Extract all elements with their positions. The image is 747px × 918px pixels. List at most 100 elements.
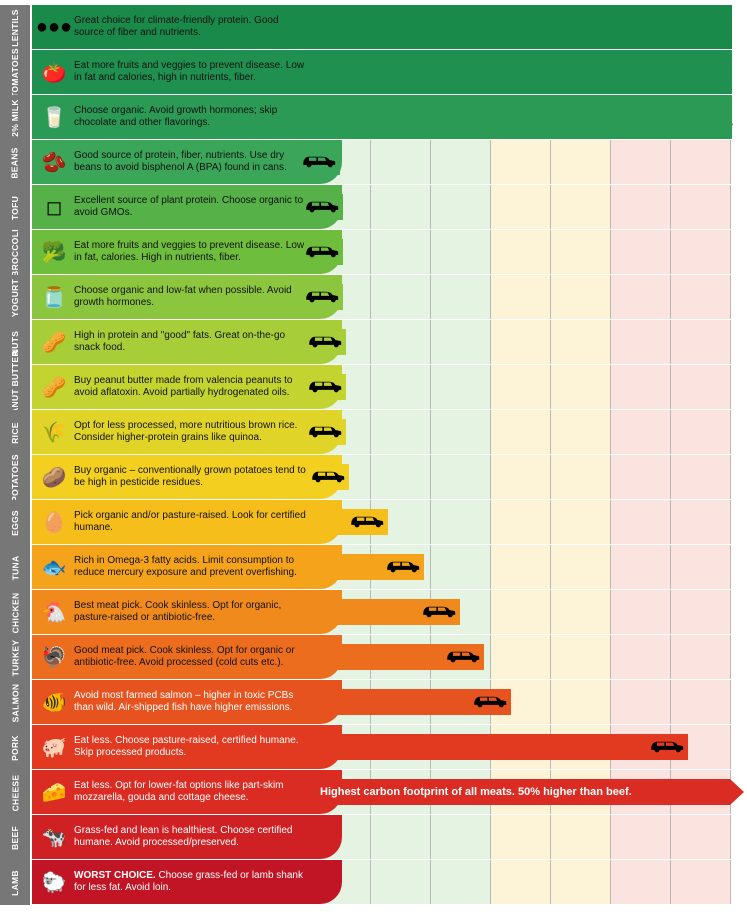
- food-rows: LENTILS ●●●Great choice for climate-frien…: [0, 5, 747, 905]
- food-label: RICE: [10, 422, 20, 444]
- food-row: TOMATOES🍅Eat more fruits and veggies to …: [0, 50, 747, 95]
- food-icon: 🐑: [38, 866, 70, 898]
- emissions-bar: [310, 284, 343, 310]
- food-icon: ◻: [38, 191, 70, 223]
- food-band: 🐔Best meat pick. Cook skinless. Opt for …: [32, 590, 342, 634]
- food-label: TOMATOES: [10, 48, 20, 98]
- food-label-tab: EGGS: [0, 500, 30, 545]
- food-band: ◻Excellent source of plant protein. Choo…: [32, 185, 342, 229]
- food-icon: 🌾: [38, 416, 70, 448]
- car-icon: [303, 240, 339, 265]
- food-band: 🧀Eat less. Opt for lower-fat options lik…: [32, 770, 342, 814]
- food-description: Avoid most farmed salmon – higher in tox…: [70, 690, 310, 714]
- food-row: TOFU ◻Excellent source of plant protein. …: [0, 185, 747, 230]
- car-icon: [306, 375, 342, 400]
- food-label-tab: CHEESE: [0, 770, 30, 815]
- food-label: YOGURT: [10, 278, 20, 316]
- food-band: 🥦Eat more fruits and veggies to prevent …: [32, 230, 342, 274]
- food-description: Rich in Omega-3 fatty acids. Limit consu…: [70, 555, 310, 579]
- food-icon: 🥔: [38, 461, 70, 493]
- food-description: Great choice for climate-friendly protei…: [70, 15, 310, 39]
- food-icon: 🧀: [38, 776, 70, 808]
- food-description: Pick organic and/or pasture-raised. Look…: [70, 510, 310, 534]
- food-band: 🫙Choose organic and low-fat when possibl…: [32, 275, 342, 319]
- food-icon: 🐄: [38, 821, 70, 853]
- food-icon: 🫘: [38, 146, 70, 178]
- food-description: Eat more fruits and veggies to prevent d…: [70, 240, 310, 264]
- food-band: 🥛Choose organic. Avoid growth hormones; …: [32, 95, 732, 139]
- car-icon: [303, 195, 339, 220]
- food-row: RICE 🌾Opt for less processed, more nutrit…: [0, 410, 747, 455]
- food-label: BEEF: [10, 826, 20, 850]
- food-label-tab: TOFU: [0, 185, 30, 230]
- food-label-tab: CHICKEN: [0, 590, 30, 635]
- emissions-bar: [310, 554, 424, 580]
- food-description: Opt for less processed, more nutritious …: [70, 420, 310, 444]
- car-icon: [303, 285, 339, 310]
- emissions-bar: [310, 149, 340, 175]
- food-icon: 🥚: [38, 506, 70, 538]
- emissions-bar: [310, 689, 511, 715]
- food-band: 🥔Buy organic – conventionally grown pota…: [32, 455, 342, 499]
- food-row: CHICKEN🐔Best meat pick. Cook skinless. O…: [0, 590, 747, 635]
- food-row: PORK🐖Eat less. Choose pasture-raised, ce…: [0, 725, 747, 770]
- food-label-tab: BEANS: [0, 140, 30, 185]
- emissions-bar: [310, 509, 388, 535]
- food-icon: 🦃: [38, 641, 70, 673]
- food-band: 🥜Buy peanut butter made from valencia pe…: [32, 365, 342, 409]
- food-band: 🌾Opt for less processed, more nutritious…: [32, 410, 342, 454]
- food-row: BEANS🫘Good source of protein, fiber, nut…: [0, 140, 747, 185]
- food-label: LENTILS: [10, 9, 20, 47]
- food-icon: 🥛: [38, 101, 70, 133]
- food-label-tab: TUNA: [0, 545, 30, 590]
- food-band: 🥚Pick organic and/or pasture-raised. Loo…: [32, 500, 342, 544]
- food-row: BROCCOLI🥦Eat more fruits and veggies to …: [0, 230, 747, 275]
- food-band: ●●●Great choice for climate-friendly pro…: [32, 5, 732, 49]
- food-label-tab: POTATOES: [0, 455, 30, 500]
- emissions-bar: [310, 644, 484, 670]
- car-icon: [300, 150, 336, 175]
- food-label: LAMB: [10, 870, 20, 896]
- food-icon: 🫙: [38, 281, 70, 313]
- food-row: 2% MILK 🥛Choose organic. Avoid growth hor…: [0, 95, 747, 140]
- food-row: EGGS🥚Pick organic and/or pasture-raised.…: [0, 500, 747, 545]
- food-description: High in protein and "good" fats. Great o…: [70, 330, 310, 354]
- emissions-bar: [310, 329, 346, 355]
- food-row: TUNA🐟Rich in Omega-3 fatty acids. Limit …: [0, 545, 747, 590]
- food-icon: 🐔: [38, 596, 70, 628]
- food-label-tab: BEEF: [0, 815, 30, 860]
- food-row: YOGURT 🫙Choose organic and low-fat when p…: [0, 275, 747, 320]
- food-label: TOFU: [10, 195, 20, 219]
- car-icon: [309, 465, 345, 490]
- food-description: Best meat pick. Cook skinless. Opt for o…: [70, 600, 310, 624]
- food-description: Choose organic and low-fat when possible…: [70, 285, 310, 309]
- food-row: LENTILS ●●●Great choice for climate-frien…: [0, 5, 747, 50]
- emissions-bar: [310, 239, 343, 265]
- food-label: BEANS: [10, 147, 20, 178]
- food-row: BEEF🐄Grass-fed and lean is healthiest. C…: [0, 815, 747, 860]
- food-band: 🦃Good meat pick. Cook skinless. Opt for …: [32, 635, 342, 679]
- food-icon: 🥜: [38, 371, 70, 403]
- food-description: Eat less. Opt for lower-fat options like…: [70, 780, 310, 804]
- car-icon: [420, 600, 456, 625]
- emissions-bar: [310, 419, 346, 445]
- food-label-tab: TOMATOES: [0, 50, 30, 95]
- food-label-tab: LENTILS: [0, 5, 30, 50]
- food-label-tab: YOGURT: [0, 275, 30, 320]
- food-label: 2% MILK: [10, 99, 20, 137]
- row-separator: [32, 904, 747, 905]
- food-band: 🐠Avoid most farmed salmon – higher in to…: [32, 680, 342, 724]
- food-label-tab: PEANUT BUTTER: [0, 365, 30, 410]
- food-description: Eat more fruits and veggies to prevent d…: [70, 60, 310, 84]
- emissions-bar: [310, 464, 349, 490]
- food-label-tab: TURKEY: [0, 635, 30, 680]
- food-row: CHEESE🧀Eat less. Opt for lower-fat optio…: [0, 770, 747, 815]
- food-description: Buy organic – conventionally grown potat…: [70, 465, 310, 489]
- food-icon: 🐖: [38, 731, 70, 763]
- food-row: PEANUT BUTTER🥜Buy peanut butter made fro…: [0, 365, 747, 410]
- food-icon: 🥦: [38, 236, 70, 268]
- food-row: TURKEY🦃Good meat pick. Cook skinless. Op…: [0, 635, 747, 680]
- food-icon: 🥜: [38, 326, 70, 358]
- emissions-bar: [310, 374, 346, 400]
- car-icon: [306, 420, 342, 445]
